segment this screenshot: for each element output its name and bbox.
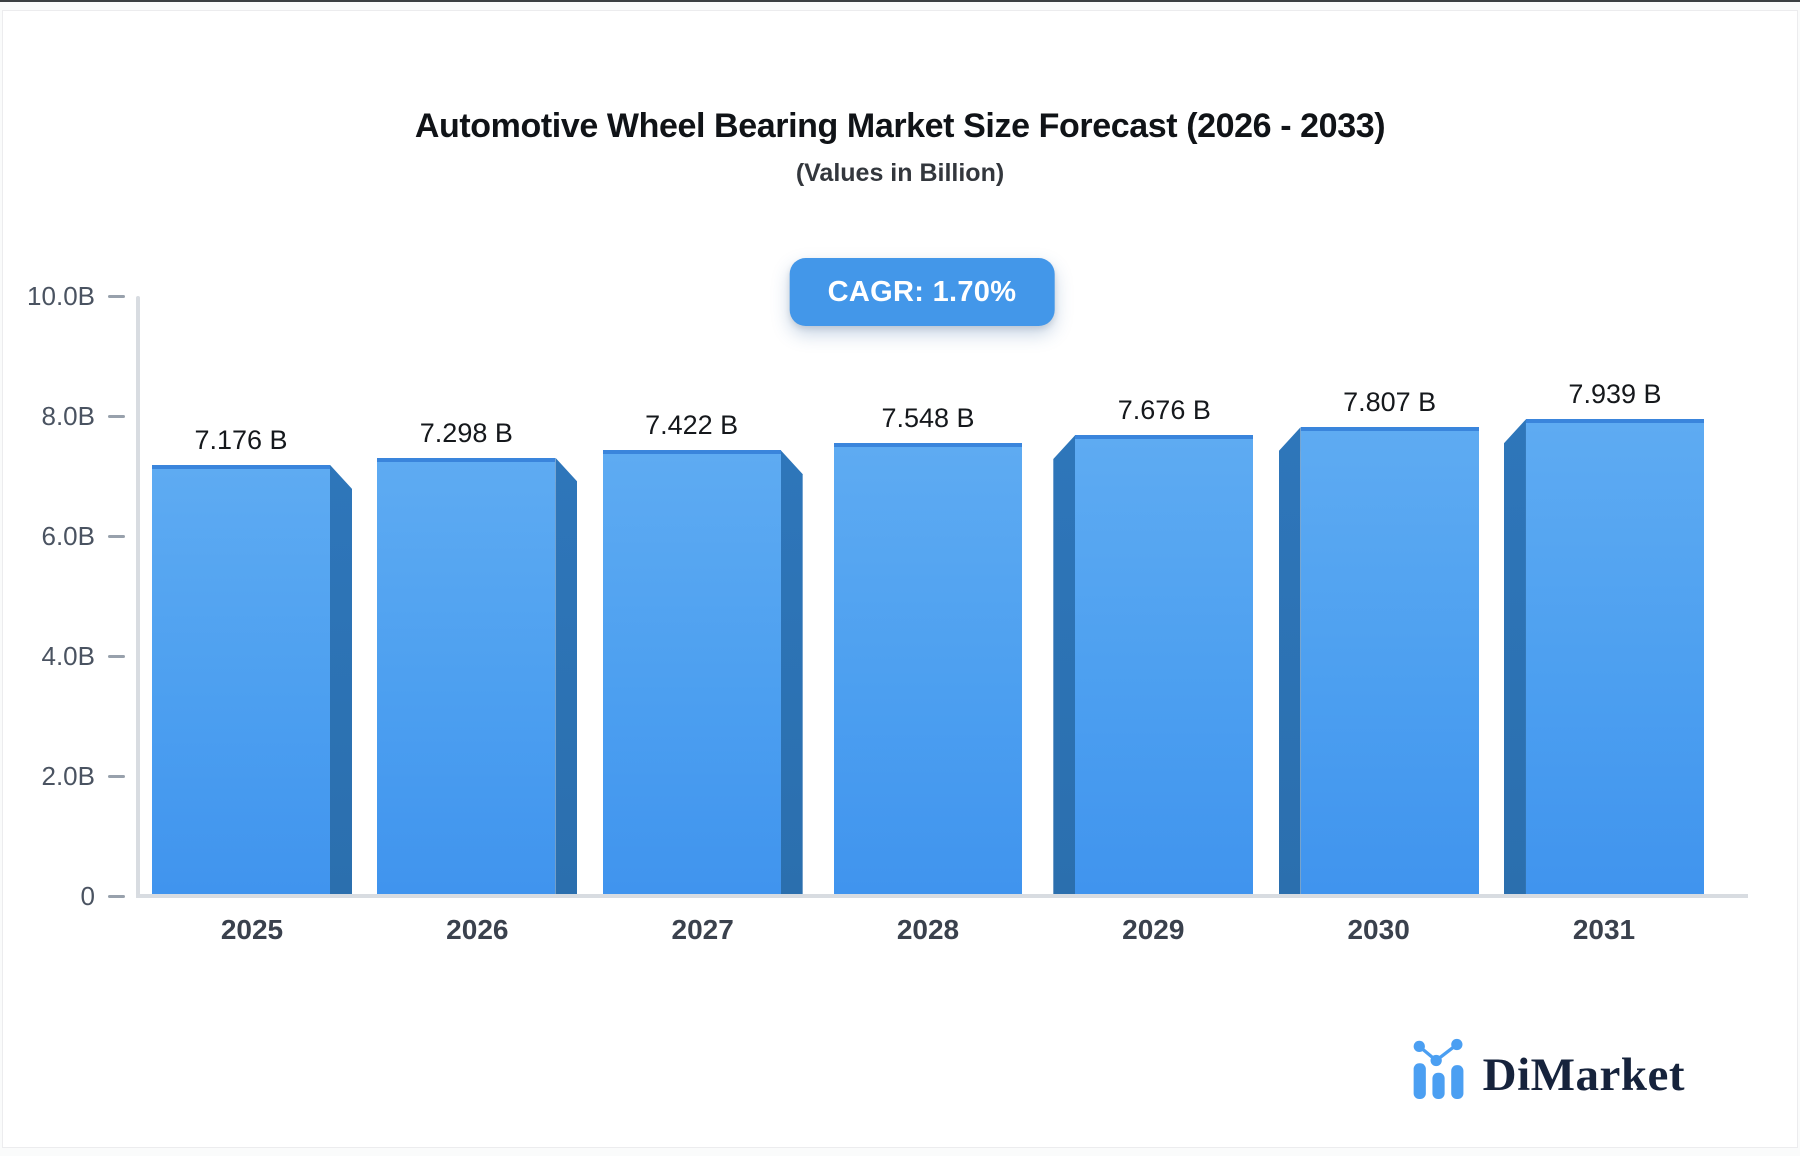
bar-face [152,464,330,894]
x-axis-labels: 2025 2026 2027 2028 2029 2030 2031 [152,914,1704,946]
y-axis-line [136,296,140,898]
bar-2025[interactable]: 7.176 B [152,425,352,894]
y-axis-tick-label: 8.0B [41,400,96,431]
y-axis-tick: 6.0B [3,521,136,551]
bar-line-chart-icon [1413,1038,1464,1099]
y-axis-tick-label: 4.0B [41,640,96,671]
y-axis-tick-label: 2.0B [41,760,96,791]
x-axis-label: 2028 [896,914,960,945]
bar-value-label: 7.676 B [1117,394,1211,425]
bar-side-face [1053,434,1076,894]
y-axis-tick: 10.0B [3,281,136,311]
bar-series: 7.176 B 7.298 B 7.422 B 7.548 B 7.676 B 7.807… [152,296,1704,894]
bar-side-face [1503,419,1526,894]
x-axis-line [136,894,1748,898]
y-axis-tick-mark [108,654,125,658]
bar-2029[interactable]: 7.676 B [1053,395,1254,894]
y-axis-tick: 8.0B [3,401,136,431]
x-axis-label: 2027 [671,914,734,945]
bar-value-label: 7.422 B [645,410,739,441]
cagr-badge: CAGR: 1.70% [789,258,1055,326]
bar-face [1525,419,1704,894]
bar-2030[interactable]: 7.807 B [1278,387,1479,894]
brand-logo: DiMarket [1410,1037,1685,1099]
y-axis-tick-mark [108,894,125,898]
x-axis-label: 2026 [446,914,509,945]
x-axis-label: 2031 [1572,914,1636,945]
bar-side-face [780,450,803,894]
plot-area: 7.176 B 7.298 B 7.422 B 7.548 B 7.676 B 7.807… [136,296,1748,898]
bar-value-label: 7.176 B [194,424,288,455]
bar-side-face [555,457,578,894]
y-axis-tick-label: 0 [80,880,95,911]
y-axis-tick: 0 [3,881,136,911]
y-axis-tick: 4.0B [3,641,136,671]
bar-side-face [330,464,352,894]
y-axis-tick-mark [108,414,125,418]
bar-value-label: 7.939 B [1568,379,1662,410]
y-axis-tick: 2.0B [3,761,136,791]
bar-value-label: 7.807 B [1343,387,1437,418]
chart-card: Automotive Wheel Bearing Market Size For… [2,10,1798,1148]
y-axis-tick-mark [108,774,125,778]
chart-subtitle: (Values in Billion) [795,159,1005,187]
bar-2028[interactable]: 7.548 B [828,403,1028,894]
y-axis: 10.0B 8.0B 6.0B 4.0B 2.0B 0 [3,281,136,911]
bar-face [1075,434,1254,894]
y-axis-tick-mark [108,534,125,538]
bar-2027[interactable]: 7.422 B [602,410,803,894]
brand-name: DiMarket [1482,1049,1685,1101]
x-axis-label: 2025 [220,914,284,945]
bar-face [1300,427,1479,894]
bar-face [833,442,1022,894]
y-axis-tick-mark [108,294,125,298]
bar-2031[interactable]: 7.939 B [1503,379,1704,894]
bar-face [377,457,556,894]
bar-value-label: 7.548 B [881,402,975,433]
chart-title: Automotive Wheel Bearing Market Size For… [414,107,1386,145]
bar-value-label: 7.298 B [419,417,513,448]
bar-side-face [1278,427,1301,894]
x-axis-label: 2030 [1347,914,1410,945]
bar-face [602,450,781,894]
y-axis-tick-label: 10.0B [27,280,95,311]
y-axis-tick-label: 6.0B [41,520,96,551]
x-axis-label: 2029 [1122,914,1185,945]
bar-2026[interactable]: 7.298 B [377,418,578,894]
